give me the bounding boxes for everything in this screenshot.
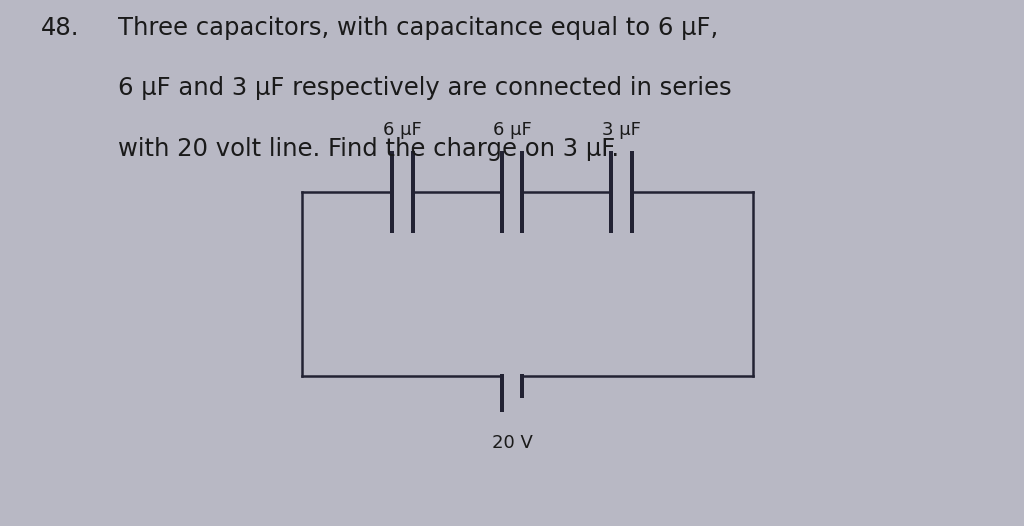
Text: 3 μF: 3 μF <box>602 122 641 139</box>
Text: 6 μF: 6 μF <box>493 122 531 139</box>
Text: 6 μF and 3 μF respectively are connected in series: 6 μF and 3 μF respectively are connected… <box>118 76 731 100</box>
Text: 6 μF: 6 μF <box>383 122 422 139</box>
Text: Three capacitors, with capacitance equal to 6 μF,: Three capacitors, with capacitance equal… <box>118 16 718 40</box>
Text: 48.: 48. <box>41 16 80 40</box>
Text: with 20 volt line. Find the charge on 3 μF.: with 20 volt line. Find the charge on 3 … <box>118 137 618 161</box>
Text: 20 V: 20 V <box>492 434 532 452</box>
